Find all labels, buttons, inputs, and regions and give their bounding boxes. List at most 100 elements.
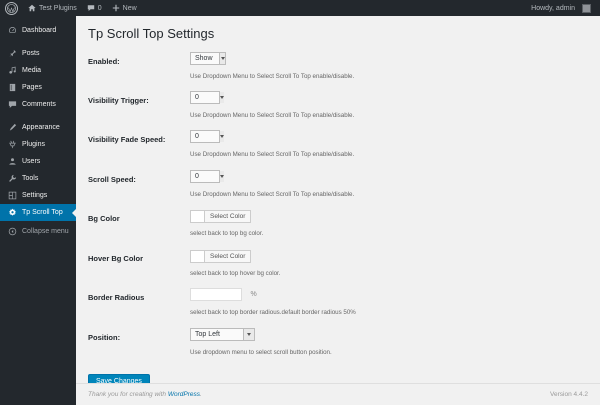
new-content-menu[interactable]: New xyxy=(107,0,142,16)
field-control: % select back to top border radious.defa… xyxy=(190,288,600,327)
pin-icon xyxy=(6,48,18,60)
form-row-visibility-trigger: Visibility Trigger: 0 Use Dropdown Menu … xyxy=(88,91,600,130)
sidebar-item-label: Settings xyxy=(22,192,48,199)
sidebar-item-settings[interactable]: Settings xyxy=(0,187,76,204)
new-content-label: New xyxy=(122,4,137,12)
comment-count: 0 xyxy=(97,4,102,12)
scroll-speed-select[interactable]: 0 xyxy=(190,169,224,183)
tools-icon xyxy=(6,173,18,185)
field-label: Enabled: xyxy=(88,56,120,66)
settings-form: Enabled: Show Use Dropdown Menu to Selec… xyxy=(88,51,600,368)
field-control: Top Left Use dropdown menu to select scr… xyxy=(190,327,600,367)
gear-icon xyxy=(6,207,18,219)
visibility-trigger-select[interactable]: 0 xyxy=(190,91,224,105)
sidebar-item-label: Comments xyxy=(22,101,56,108)
admin-footer: Thank you for creating with WordPress. V… xyxy=(76,383,600,405)
select-value: 0 xyxy=(191,131,219,143)
field-description: select back to top border radious.defaul… xyxy=(190,309,356,317)
form-row-enabled: Enabled: Show Use Dropdown Menu to Selec… xyxy=(88,51,600,91)
sidebar-item-pages[interactable]: Pages xyxy=(0,79,76,96)
comment-icon xyxy=(6,99,18,111)
plug-icon xyxy=(6,139,18,151)
select-value: 0 xyxy=(191,92,219,104)
field-description: Use dropdown menu to select scroll butto… xyxy=(190,348,332,356)
color-button-label: Select Color xyxy=(210,213,246,221)
admin-bar: Test Plugins 0 New xyxy=(0,0,600,16)
admin-bar-right: Howdy, admin xyxy=(526,0,600,16)
visibility-fade-speed-select[interactable]: 0 xyxy=(190,130,224,144)
position-select[interactable]: Top Left xyxy=(190,327,255,341)
collapse-menu-button[interactable]: Collapse menu xyxy=(0,223,76,240)
color-swatch xyxy=(191,250,205,262)
field-description: Use Dropdown Menu to Select Scroll To To… xyxy=(190,151,355,159)
admin-sidebar-menu: Dashboard Posts Media xyxy=(0,16,76,405)
sidebar-item-label: Tools xyxy=(22,175,39,182)
chevron-down-icon xyxy=(243,328,254,340)
sidebar-item-tp-scroll-top[interactable]: Tp Scroll Top xyxy=(0,204,76,221)
page-icon xyxy=(6,82,18,94)
admin-bar-left: Test Plugins 0 New xyxy=(0,0,142,16)
sidebar-item-label: Plugins xyxy=(22,141,45,148)
wordpress-link[interactable]: WordPress xyxy=(167,391,201,398)
page-title: Tp Scroll Top Settings xyxy=(88,26,215,41)
users-icon xyxy=(6,156,18,168)
field-label: Visibility Trigger: xyxy=(88,96,149,106)
field-description: Use Dropdown Menu to Select Scroll To To… xyxy=(190,72,355,80)
my-account-menu[interactable]: Howdy, admin xyxy=(526,0,596,16)
footer-thanks: Thank you for creating with WordPress. xyxy=(88,391,202,398)
comment-bubble-icon xyxy=(87,4,95,12)
hover-bg-color-picker-button[interactable]: Select Color xyxy=(190,249,252,263)
sidebar-item-label: Posts xyxy=(22,50,40,57)
form-row-position: Position: Top Left Use dropdown menu to … xyxy=(88,327,600,367)
chevron-down-icon xyxy=(219,131,224,143)
wordpress-logo-menu[interactable] xyxy=(0,0,23,16)
site-name-menu[interactable]: Test Plugins xyxy=(23,0,82,16)
sidebar-item-media[interactable]: Media xyxy=(0,62,76,79)
form-row-visibility-fade-speed: Visibility Fade Speed: 0 Use Dropdown Me… xyxy=(88,130,600,169)
field-label: Bg Color xyxy=(88,214,120,224)
plus-icon xyxy=(112,4,120,12)
field-label: Position: xyxy=(88,332,121,342)
sidebar-item-tools[interactable]: Tools xyxy=(0,170,76,187)
sidebar-item-dashboard[interactable]: Dashboard xyxy=(0,22,76,39)
sidebar-item-plugins[interactable]: Plugins xyxy=(0,136,76,153)
field-control: 0 Use Dropdown Menu to Select Scroll To … xyxy=(190,169,600,209)
footer-thanks-suffix: . xyxy=(200,391,202,398)
border-radious-input[interactable] xyxy=(190,288,242,302)
enabled-select[interactable]: Show xyxy=(190,51,226,65)
select-value: Show xyxy=(191,52,219,64)
field-control: 0 Use Dropdown Menu to Select Scroll To … xyxy=(190,130,600,169)
sidebar-item-comments[interactable]: Comments xyxy=(0,96,76,113)
form-row-hover-bg-color: Hover Bg Color Select Color select back … xyxy=(88,249,600,288)
home-icon xyxy=(28,4,36,12)
field-control: Select Color select back to top hover bg… xyxy=(190,249,600,288)
color-button-label: Select Color xyxy=(210,252,246,260)
main-content: Tp Scroll Top Settings Enabled: Show Use… xyxy=(76,16,600,405)
field-label: Visibility Fade Speed: xyxy=(88,135,166,145)
sidebar-item-users[interactable]: Users xyxy=(0,153,76,170)
sidebar-item-label: Pages xyxy=(22,84,42,91)
field-description: select back to top bg color. xyxy=(190,230,264,238)
select-value: 0 xyxy=(191,170,219,182)
form-row-border-radious: Border Radious % select back to top bord… xyxy=(88,288,600,327)
avatar xyxy=(582,3,591,13)
sidebar-item-label: Appearance xyxy=(22,124,60,131)
sidebar-item-posts[interactable]: Posts xyxy=(0,45,76,62)
chevron-down-icon xyxy=(219,92,224,104)
percent-suffix: % xyxy=(250,291,257,299)
footer-thanks-prefix: Thank you for creating with xyxy=(88,391,168,398)
collapse-menu-label: Collapse menu xyxy=(22,228,69,235)
sidebar-item-label: Tp Scroll Top xyxy=(22,209,63,216)
brush-icon xyxy=(6,122,18,134)
dashboard-icon xyxy=(6,25,18,37)
sidebar-item-appearance[interactable]: Appearance xyxy=(0,119,76,136)
media-icon xyxy=(6,65,18,77)
field-description: select back to top hover bg color. xyxy=(190,269,281,277)
bg-color-picker-button[interactable]: Select Color xyxy=(190,210,252,224)
field-label: Border Radious xyxy=(88,293,145,303)
form-row-bg-color: Bg Color Select Color select back to top… xyxy=(88,209,600,248)
collapse-icon xyxy=(6,226,18,238)
sidebar-item-label: Media xyxy=(22,67,42,74)
field-label: Scroll Speed: xyxy=(88,174,136,184)
comments-bubble-menu[interactable]: 0 xyxy=(82,0,107,16)
